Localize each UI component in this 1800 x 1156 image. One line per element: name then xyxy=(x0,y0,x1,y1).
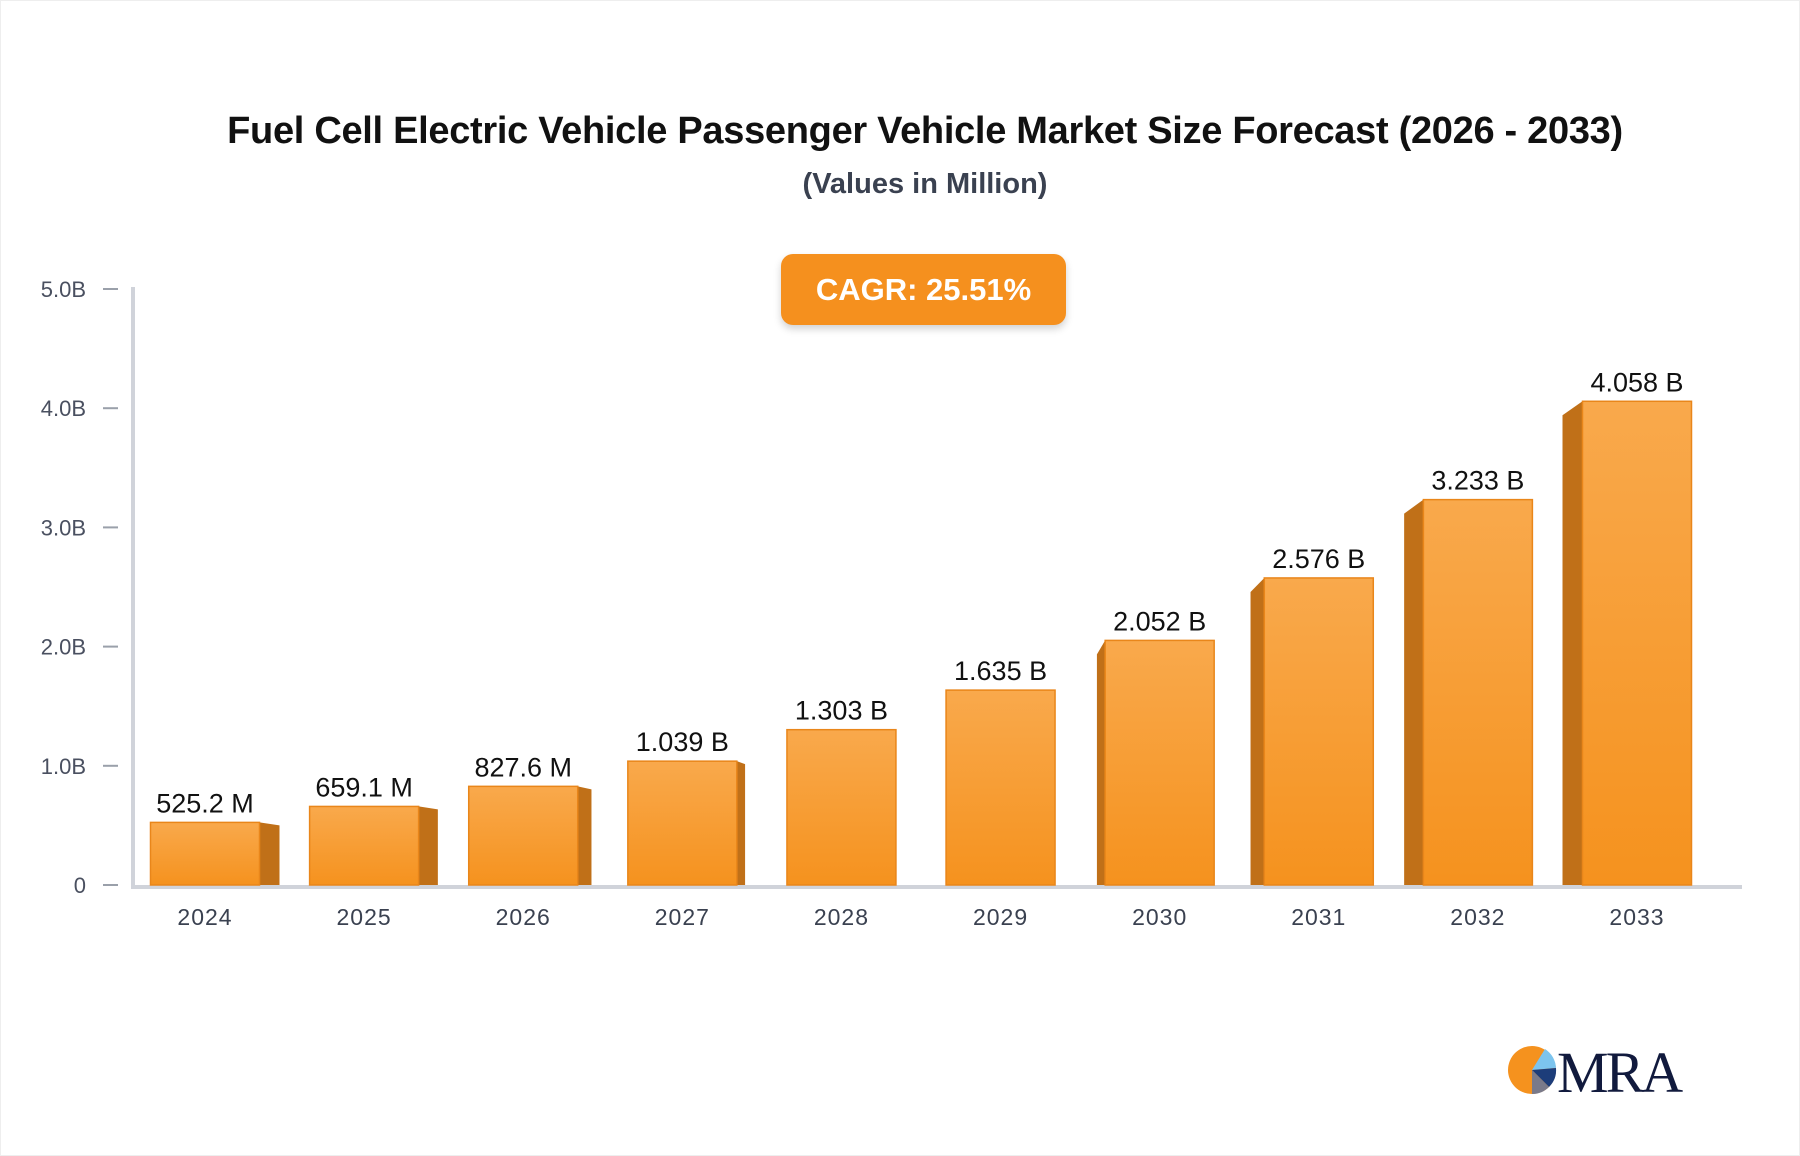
y-tick-label: 3.0B xyxy=(41,515,86,540)
data-label: 3.233 B xyxy=(1431,466,1524,496)
bar-2031 xyxy=(1263,577,1375,886)
y-tick-label: 4.0B xyxy=(41,396,86,421)
bar-side xyxy=(736,761,746,885)
x-tick-label: 2026 xyxy=(496,904,551,930)
bar-2024 xyxy=(149,821,261,886)
x-tick-label: 2027 xyxy=(655,904,710,930)
data-label: 659.1 M xyxy=(315,772,413,802)
data-label: 1.303 B xyxy=(795,696,888,726)
cagr-badge: CAGR: 25.51% xyxy=(781,254,1066,325)
x-tick-label: 2025 xyxy=(337,904,392,930)
data-label: 4.058 B xyxy=(1590,367,1683,397)
data-label: 2.576 B xyxy=(1272,544,1365,574)
bar-side xyxy=(418,806,438,885)
y-tick-label: 2.0B xyxy=(41,635,86,660)
bar-2028 xyxy=(786,728,897,886)
x-tick-label: 2031 xyxy=(1291,904,1346,930)
bar-2026 xyxy=(467,785,579,886)
x-tick-label: 2030 xyxy=(1132,904,1187,930)
bar-side xyxy=(577,786,592,885)
x-tick-label: 2029 xyxy=(973,904,1028,930)
y-tick-label: 5.0B xyxy=(41,277,86,302)
bar-2033 xyxy=(1581,400,1693,886)
bar-2030 xyxy=(1104,639,1215,886)
data-label: 827.6 M xyxy=(474,752,572,782)
y-tick-label: 0 xyxy=(74,873,86,898)
bar-side xyxy=(1562,401,1583,885)
bar-side xyxy=(1404,499,1424,885)
data-label: 525.2 M xyxy=(156,788,254,818)
svg-text:MRA: MRA xyxy=(1557,1040,1683,1100)
x-tick-label: 2028 xyxy=(814,904,869,930)
bar-side xyxy=(1250,577,1265,885)
mra-logo: MRA xyxy=(1508,1040,1686,1100)
chart-title: Fuel Cell Electric Vehicle Passenger Veh… xyxy=(227,110,1623,152)
bar-side xyxy=(1096,640,1106,885)
x-tick-label: 2032 xyxy=(1450,904,1505,930)
bar-side xyxy=(259,822,280,885)
bar-2032 xyxy=(1422,498,1534,886)
x-tick-label: 2033 xyxy=(1609,904,1664,930)
data-label: 2.052 B xyxy=(1113,606,1206,636)
bar-2025 xyxy=(308,805,420,886)
bar-2027 xyxy=(627,760,738,886)
data-label: 1.635 B xyxy=(954,656,1047,686)
chart-subtitle: (Values in Million) xyxy=(802,168,1048,200)
x-tick-label: 2024 xyxy=(177,904,232,930)
data-label: 1.039 B xyxy=(636,727,729,757)
bar-2029 xyxy=(945,689,1056,886)
y-tick-label: 1.0B xyxy=(41,754,86,779)
